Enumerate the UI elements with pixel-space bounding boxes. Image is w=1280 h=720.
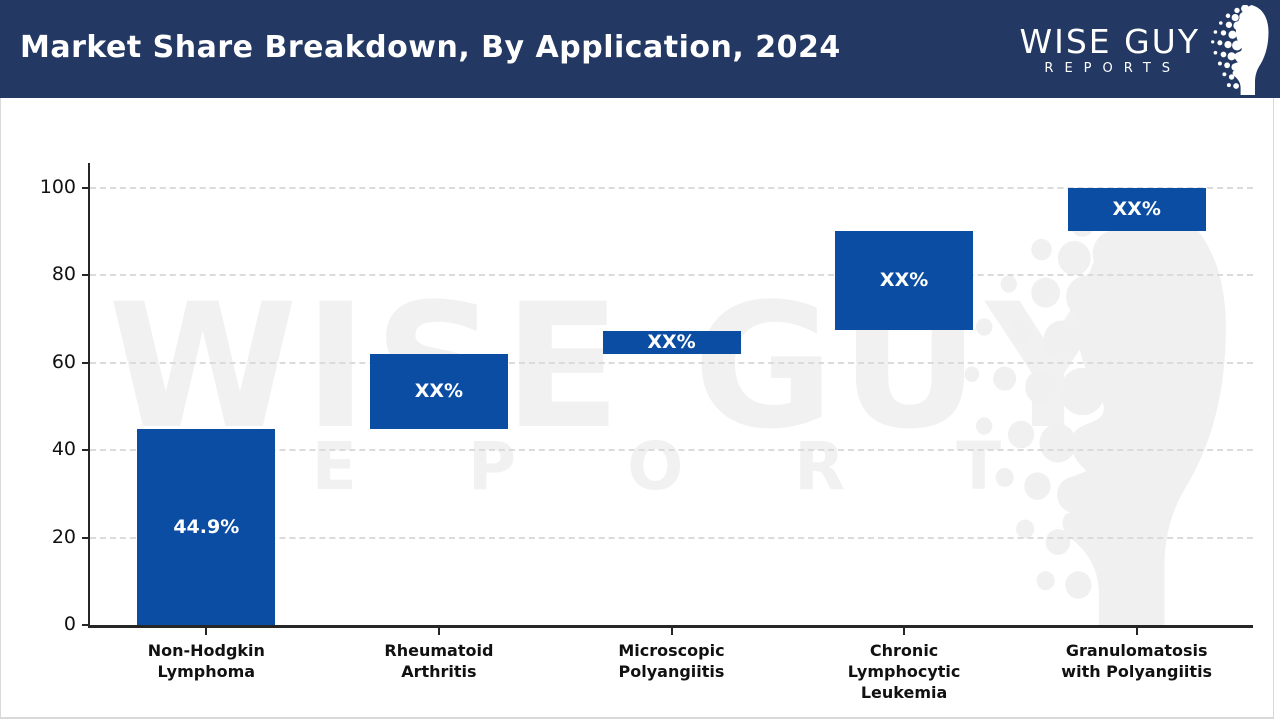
y-axis-line (88, 163, 90, 628)
y-tick-100 (82, 186, 90, 189)
y-tick-40 (82, 449, 90, 451)
bar-value-label: XX% (879, 269, 929, 292)
bar-value-label: XX% (1112, 198, 1161, 221)
x-tick-granulomatosis-with-polyangiitis (1135, 628, 1138, 635)
bar-value-label: XX% (414, 380, 464, 403)
header-bar: Market Share Breakdown, By Application, … (0, 0, 1280, 98)
brand-logo-text: WISE GUY REPORTS (1019, 21, 1200, 76)
y-tick-label-0: 0 (63, 613, 76, 635)
gridline-80 (90, 274, 1253, 276)
bar-rheumatoid-arthritis[interactable]: XX% (369, 353, 508, 429)
y-tick-80 (82, 274, 90, 276)
y-tick-label-20: 20 (51, 525, 76, 548)
x-tick-microscopic-polyangiitis (670, 628, 673, 635)
y-tick-60 (82, 361, 90, 364)
bar-chronic-lymphocytic-leukemia[interactable]: XX% (835, 231, 974, 330)
watermark-brand-subtitle: R E P O R T S (150, 428, 1204, 505)
bar-granulomatosis-with-polyangiitis[interactable]: XX% (1067, 187, 1206, 232)
bar-microscopic-polyangiitis[interactable]: XX% (602, 330, 741, 354)
gridline-100 (90, 186, 1253, 189)
y-tick-label-40: 40 (51, 438, 76, 460)
x-axis-line (88, 625, 1253, 628)
category-label-granulomatosis-with-polyangiitis: Granulomatosis with Polyangiitis (1061, 641, 1213, 681)
bar-value-label: XX% (647, 331, 696, 354)
y-tick-label-60: 60 (51, 350, 76, 373)
category-label-non-hodgkin-lymphoma: Non-Hodgkin Lymphoma (147, 641, 265, 681)
y-tick-20 (82, 536, 90, 539)
x-tick-rheumatoid-arthritis (437, 628, 440, 635)
gridline-40 (90, 449, 1253, 451)
category-label-microscopic-polyangiitis: Microscopic Polyangiitis (618, 641, 725, 681)
x-tick-chronic-lymphocytic-leukemia (903, 628, 906, 635)
page-title: Market Share Breakdown, By Application, … (20, 30, 841, 65)
brand-subtitle: REPORTS (1044, 60, 1182, 76)
y-tick-0 (82, 624, 90, 626)
category-label-chronic-lymphocytic-leukemia: Chronic Lymphocytic Leukemia (847, 641, 961, 702)
brand-logo: WISE GUY REPORTS (1019, 5, 1270, 95)
category-label-rheumatoid-arthritis: Rheumatoid Arthritis (384, 641, 494, 681)
bar-value-label: 44.9% (173, 515, 240, 538)
gridline-60 (90, 361, 1253, 364)
y-tick-label-80: 80 (51, 263, 76, 285)
x-tick-non-hodgkin-lymphoma (205, 628, 208, 635)
gridline-20 (90, 536, 1253, 539)
bar-non-hodgkin-lymphoma[interactable]: 44.9% (137, 428, 276, 625)
brand-name: WISE GUY (1019, 21, 1200, 61)
y-tick-label-100: 100 (39, 175, 76, 198)
